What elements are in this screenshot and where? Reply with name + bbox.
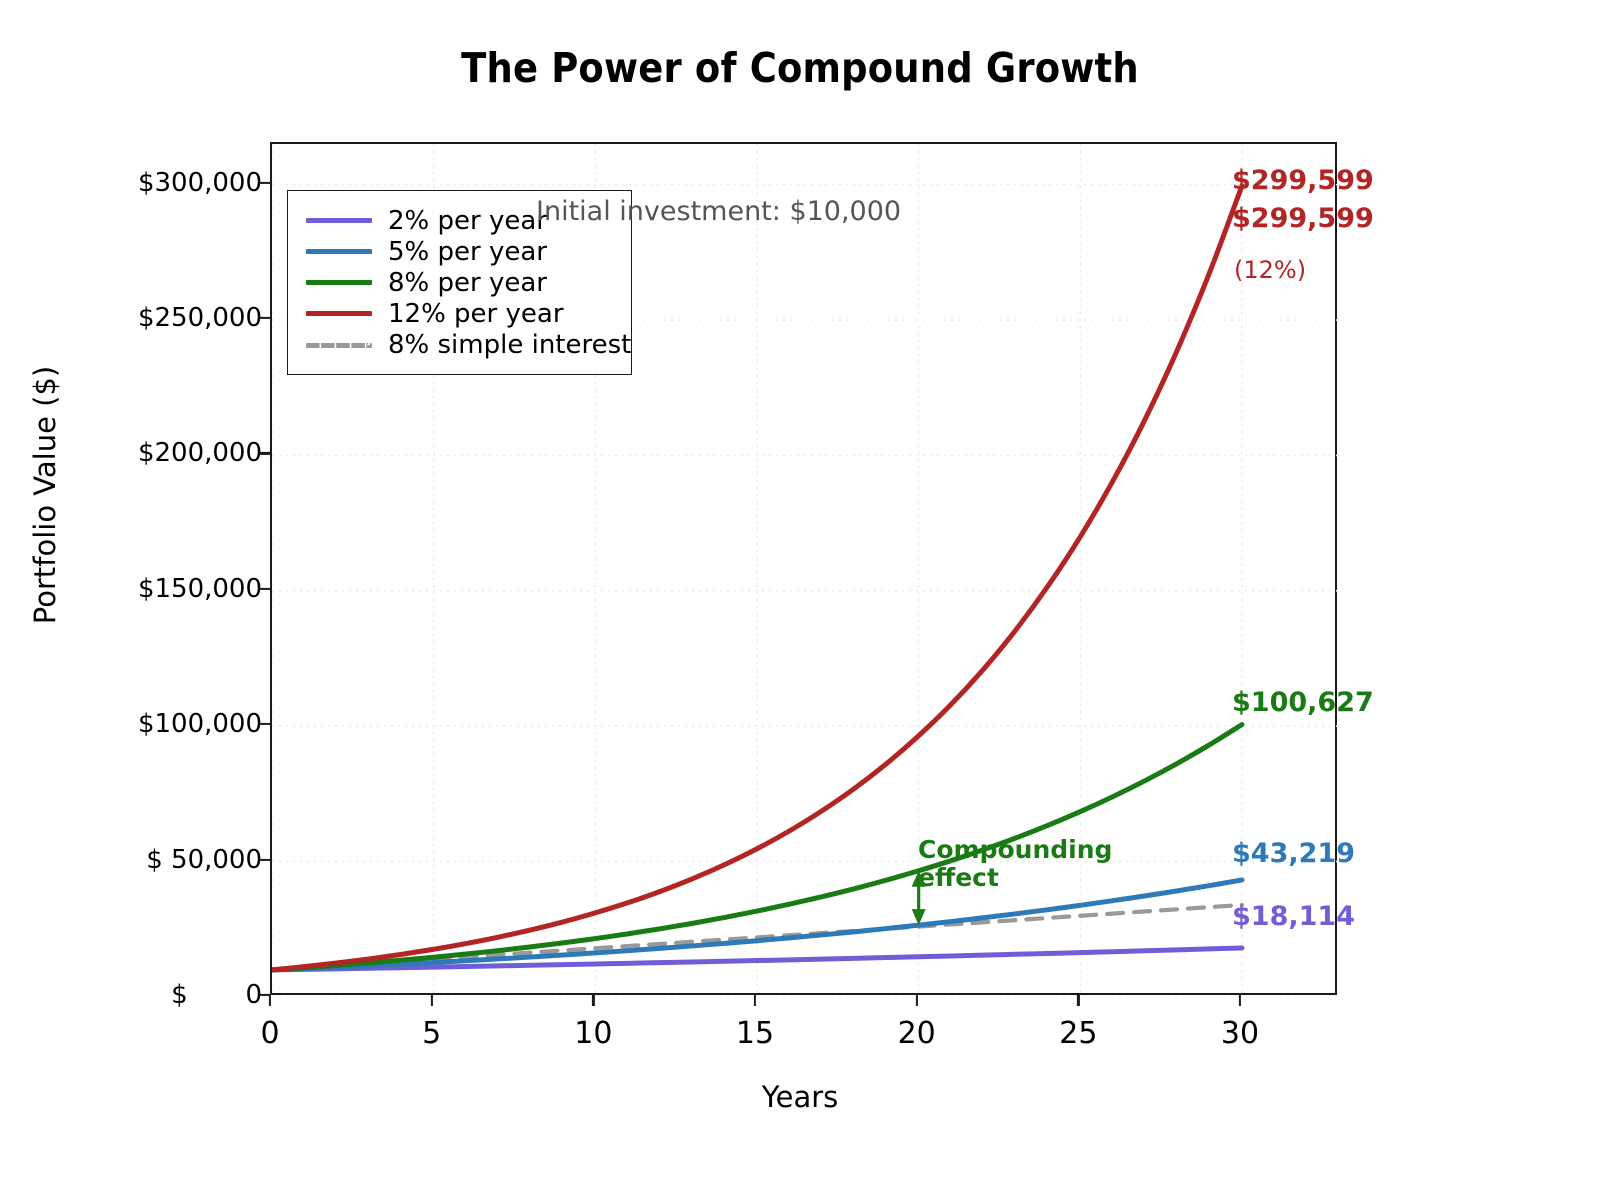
arrow-head-up (911, 870, 926, 887)
y-tick-label: $300,000 (137, 167, 262, 198)
x-tick-mark (592, 995, 595, 1006)
y-tick-label: $100,000 (137, 709, 262, 740)
y-tick-mark (259, 181, 270, 184)
x-tick-label: 10 (574, 1016, 613, 1051)
y-tick-mark (259, 316, 270, 320)
x-tick-label: 15 (735, 1016, 775, 1051)
legend-item-5-per-year[interactable]: 5% per year (302, 236, 617, 267)
x-tick-mark (268, 995, 272, 1006)
x-tick-label: 0 (260, 1016, 280, 1051)
series-line-5-per-year (272, 877, 1245, 973)
y-axis-label: Portfolio Value ($) (28, 365, 62, 625)
series-end-label: $18,114 (1232, 901, 1355, 932)
x-tick-mark (1238, 995, 1242, 1006)
legend-item-label: 8% per year (388, 267, 547, 298)
plot-canvas (272, 144, 1339, 997)
compounding-effect-line-1: Compounding (918, 835, 1113, 864)
compounding-effect-arrow (911, 870, 926, 926)
series-line-12-per-year (272, 183, 1245, 973)
series-end-label: $299,599 (1232, 165, 1374, 196)
arrow-head-down (911, 909, 926, 926)
initial-investment-annotation: Initial investment: $10,000 (536, 196, 902, 227)
x-tick-label: 25 (1059, 1016, 1098, 1051)
legend-item-label: 2% per year (388, 205, 547, 236)
x-tick-mark (753, 995, 757, 1006)
compounding-effect-annotation: Compounding effect (918, 836, 1112, 892)
legend-item-12-per-year[interactable]: 12% per year (302, 298, 617, 329)
y-tick-mark (259, 993, 270, 997)
x-tick-label: 20 (897, 1016, 936, 1051)
x-tick-mark (430, 995, 433, 1006)
y-tick-label: $200,000 (137, 438, 262, 469)
legend-item-8-per-year[interactable]: 8% per year (302, 267, 617, 298)
x-tick-mark (915, 995, 918, 1006)
legend-item-label: 12% per year (388, 298, 564, 329)
y-tick-label: $250,000 (137, 303, 262, 334)
y-tick-mark (259, 587, 270, 590)
series-line-8-per-year (272, 722, 1245, 973)
chart-legend: 2% per year 5% per year 8% per year 12% per… (287, 190, 632, 375)
y-tick-label: $150,000 (137, 573, 262, 604)
chart-title: The Power of Compound Growth (461, 44, 1139, 92)
series-end-label: $100,627 (1232, 687, 1374, 718)
series-end-label: $43,219 (1232, 838, 1355, 869)
y-tick-label: $ 50,000 (146, 844, 262, 875)
series-end-label: (12%) (1234, 256, 1307, 284)
legend-item-label: 8% simple interest (388, 329, 632, 360)
y-tick-label: $ 0 (171, 980, 262, 1010)
y-tick-mark (259, 858, 270, 861)
legend-item-2-per-year[interactable]: 2% per year (302, 205, 617, 236)
x-axis-label: Years (761, 1080, 839, 1114)
series-end-label: $299,599 (1232, 203, 1374, 234)
legend-item-8-simple-interest[interactable]: 8% simple interest (302, 329, 631, 360)
series-line-2-per-year (272, 945, 1245, 973)
y-tick-mark (259, 723, 270, 726)
compounding-effect-line-2: effect (918, 863, 999, 892)
legend-item-label: 5% per year (388, 236, 547, 267)
x-tick-mark (1077, 995, 1080, 1006)
x-tick-label: 30 (1220, 1016, 1260, 1051)
x-tick-label: 5 (422, 1016, 442, 1051)
y-tick-mark (259, 452, 270, 455)
